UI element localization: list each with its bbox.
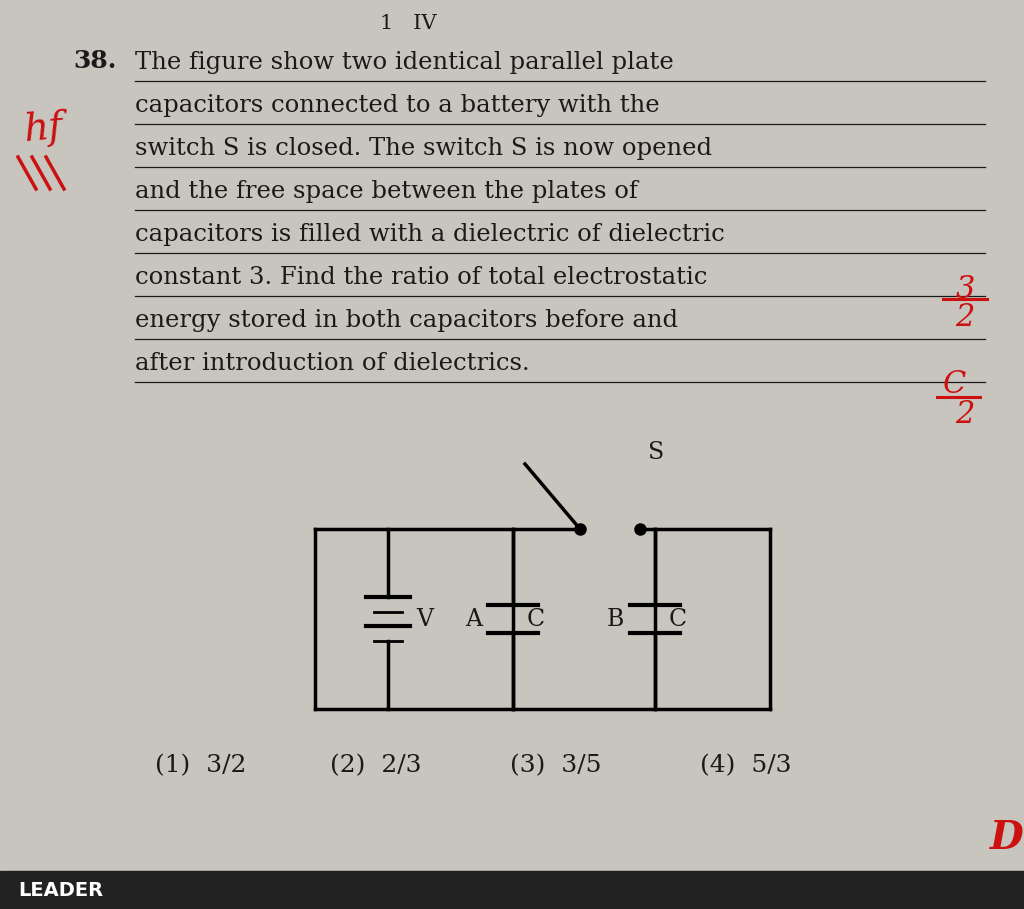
Text: C: C (943, 369, 967, 400)
Text: and the free space between the plates of: and the free space between the plates of (135, 180, 638, 203)
Text: 2: 2 (955, 302, 975, 333)
Text: (2)  2/3: (2) 2/3 (330, 754, 422, 777)
Text: energy stored in both capacitors before and: energy stored in both capacitors before … (135, 309, 678, 332)
Text: The figure show two identical parallel plate: The figure show two identical parallel p… (135, 51, 674, 74)
Text: C: C (669, 607, 687, 631)
Text: 3: 3 (955, 274, 975, 305)
Text: 2: 2 (955, 399, 975, 430)
Text: capacitors connected to a battery with the: capacitors connected to a battery with t… (135, 94, 659, 117)
Text: B: B (607, 607, 625, 631)
Text: D: D (990, 819, 1024, 857)
Text: A: A (465, 607, 482, 631)
Text: (3)  3/5: (3) 3/5 (510, 754, 601, 777)
Bar (0, 871, 1024, 909)
Text: (1)  3/2: (1) 3/2 (155, 754, 247, 777)
Text: LEADER: LEADER (18, 881, 103, 900)
Text: S: S (648, 441, 665, 464)
Text: after introduction of dielectrics.: after introduction of dielectrics. (135, 352, 529, 375)
Text: (4)  5/3: (4) 5/3 (700, 754, 792, 777)
Text: constant 3. Find the ratio of total electrostatic: constant 3. Find the ratio of total elec… (135, 266, 708, 289)
Text: V: V (416, 607, 433, 631)
Text: C: C (527, 607, 545, 631)
Text: capacitors is filled with a dielectric of dielectric: capacitors is filled with a dielectric o… (135, 223, 725, 246)
Text: 1   IV: 1 IV (380, 14, 436, 33)
Text: switch S is closed. The switch S is now opened: switch S is closed. The switch S is now … (135, 137, 712, 160)
Text: 38.: 38. (73, 49, 117, 73)
Text: hf: hf (22, 109, 65, 149)
